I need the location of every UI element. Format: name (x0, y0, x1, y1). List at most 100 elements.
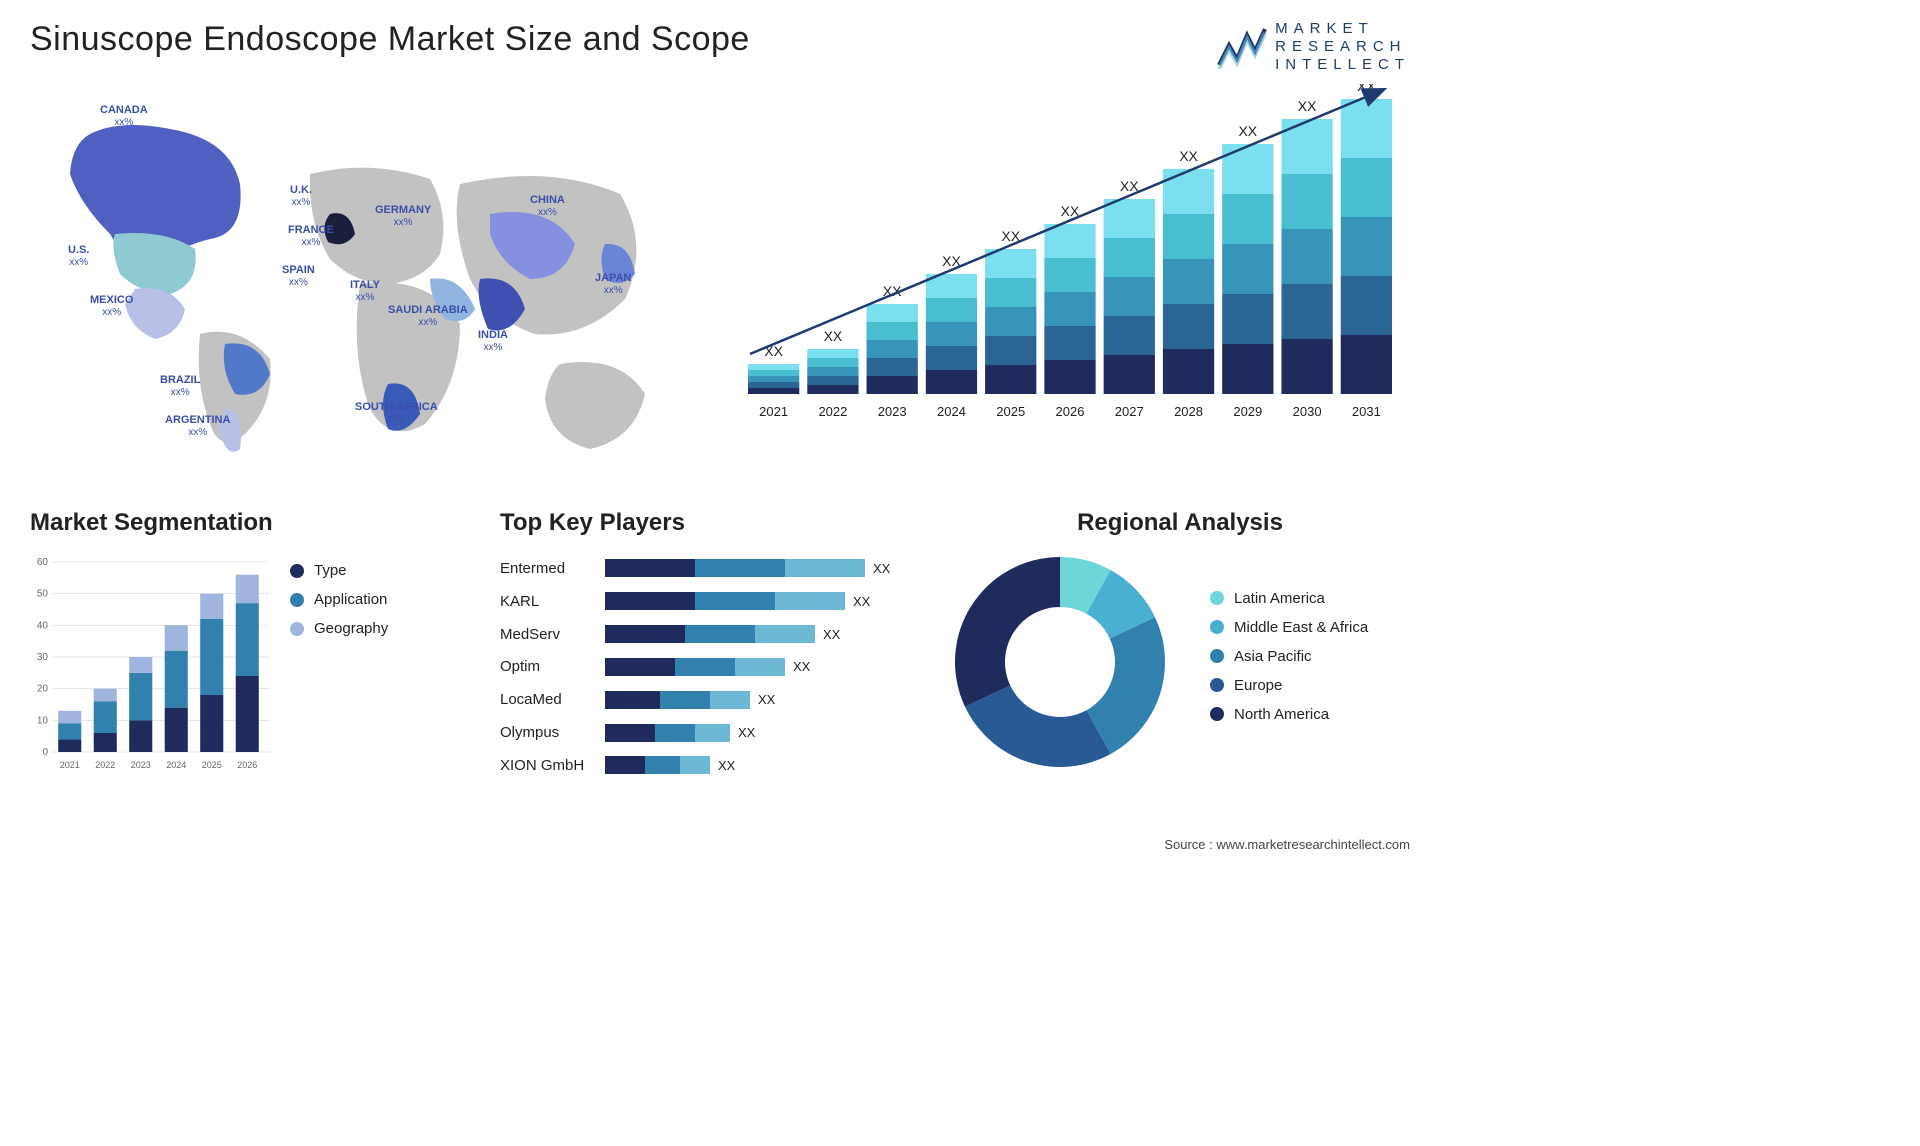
legend-label: Geography (314, 620, 388, 637)
player-row: XX (605, 625, 900, 643)
player-bar-segment (645, 756, 680, 774)
map-label: FRANCExx% (288, 224, 334, 248)
svg-text:10: 10 (37, 715, 49, 726)
player-value: XX (793, 659, 810, 674)
player-value: XX (738, 725, 755, 740)
player-bar-segment (695, 592, 775, 610)
svg-text:50: 50 (37, 589, 49, 600)
player-bar-segment (605, 625, 685, 643)
legend-item: North America (1210, 706, 1368, 723)
legend-dot (1210, 620, 1224, 634)
segmentation-legend: Type Application Geography (290, 552, 450, 792)
player-row: XX (605, 592, 900, 610)
legend-dot (290, 593, 304, 607)
svg-text:20: 20 (37, 684, 49, 695)
svg-text:XX: XX (1298, 98, 1317, 114)
legend-item: Geography (290, 620, 450, 637)
legend-item: Middle East & Africa (1210, 619, 1368, 636)
svg-text:XX: XX (1179, 148, 1198, 164)
svg-text:2029: 2029 (1233, 404, 1262, 419)
legend-dot (1210, 678, 1224, 692)
player-bar-segment (675, 658, 735, 676)
legend-item: Type (290, 562, 450, 579)
map-label: SPAINxx% (282, 264, 315, 288)
svg-text:2025: 2025 (996, 404, 1025, 419)
svg-text:2025: 2025 (202, 760, 222, 770)
player-bar-segment (605, 658, 675, 676)
map-label: SAUDI ARABIAxx% (388, 304, 468, 328)
player-bar (605, 724, 730, 742)
svg-text:40: 40 (37, 620, 49, 631)
source-text: Source : www.marketresearchintellect.com (1164, 837, 1410, 852)
player-label: MedServ (500, 626, 590, 643)
map-label: BRAZILxx% (160, 374, 200, 398)
map-label: CHINAxx% (530, 194, 565, 218)
legend-dot (1210, 707, 1224, 721)
svg-text:60: 60 (37, 557, 49, 568)
player-bar (605, 691, 750, 709)
legend-item: Latin America (1210, 590, 1368, 607)
svg-text:2026: 2026 (1056, 404, 1085, 419)
player-value: XX (853, 594, 870, 609)
player-label: Optim (500, 658, 590, 675)
player-bar (605, 592, 845, 610)
svg-text:2021: 2021 (60, 760, 80, 770)
legend-label: Latin America (1234, 590, 1325, 607)
svg-text:0: 0 (42, 747, 48, 758)
player-label: KARL (500, 593, 590, 610)
legend-label: Application (314, 591, 387, 608)
svg-text:2027: 2027 (1115, 404, 1144, 419)
legend-dot (1210, 649, 1224, 663)
segmentation-chart: 0102030405060202120222023202420252026 (30, 552, 270, 792)
svg-text:2024: 2024 (166, 760, 186, 770)
svg-text:2023: 2023 (878, 404, 907, 419)
player-bar-segment (775, 592, 845, 610)
player-value: XX (873, 561, 890, 576)
svg-text:2028: 2028 (1174, 404, 1203, 419)
player-bar-segment (695, 724, 730, 742)
map-label: INDIAxx% (478, 329, 508, 353)
map-label: U.S.xx% (68, 244, 89, 268)
logo-icon (1217, 25, 1267, 69)
player-value: XX (758, 692, 775, 707)
player-value: XX (718, 758, 735, 773)
legend-label: North America (1234, 706, 1329, 723)
player-label: XION GmbH (500, 757, 590, 774)
svg-text:2022: 2022 (818, 404, 847, 419)
player-bar-segment (685, 625, 755, 643)
svg-text:XX: XX (1238, 123, 1257, 139)
player-bar-segment (655, 724, 695, 742)
map-label: ARGENTINAxx% (165, 414, 230, 438)
player-label: Entermed (500, 560, 590, 577)
legend-label: Middle East & Africa (1234, 619, 1368, 636)
segmentation-title: Market Segmentation (30, 509, 450, 537)
logo-text-1: MARKET (1275, 20, 1410, 38)
svg-text:XX: XX (764, 343, 783, 359)
map-label: JAPANxx% (595, 272, 631, 296)
player-bar-segment (660, 691, 710, 709)
logo: MARKET RESEARCH INTELLECT (1217, 20, 1410, 74)
player-bar-segment (605, 724, 655, 742)
player-bar-segment (785, 559, 865, 577)
player-bar-segment (605, 559, 695, 577)
player-label: Olympus (500, 724, 590, 741)
map-label: ITALYxx% (350, 279, 380, 303)
player-bar-segment (605, 756, 645, 774)
players-bars: XX XX XX XX XX XX XX (605, 552, 900, 782)
player-bar-segment (735, 658, 785, 676)
svg-text:XX: XX (824, 328, 843, 344)
svg-text:2022: 2022 (95, 760, 115, 770)
player-row: XX (605, 724, 900, 742)
player-bar (605, 625, 815, 643)
regional-legend: Latin AmericaMiddle East & AfricaAsia Pa… (1210, 590, 1368, 735)
player-value: XX (823, 627, 840, 642)
growth-chart: XX2021XX2022XX2023XX2024XX2025XX2026XX20… (740, 84, 1410, 479)
svg-text:2024: 2024 (937, 404, 966, 419)
svg-text:2026: 2026 (237, 760, 257, 770)
regional-title: Regional Analysis (950, 509, 1410, 537)
legend-item: Application (290, 591, 450, 608)
legend-label: Type (314, 562, 347, 579)
legend-dot (290, 622, 304, 636)
player-bar-segment (695, 559, 785, 577)
world-map: CANADAxx%U.S.xx%MEXICOxx%BRAZILxx%ARGENT… (30, 84, 710, 479)
